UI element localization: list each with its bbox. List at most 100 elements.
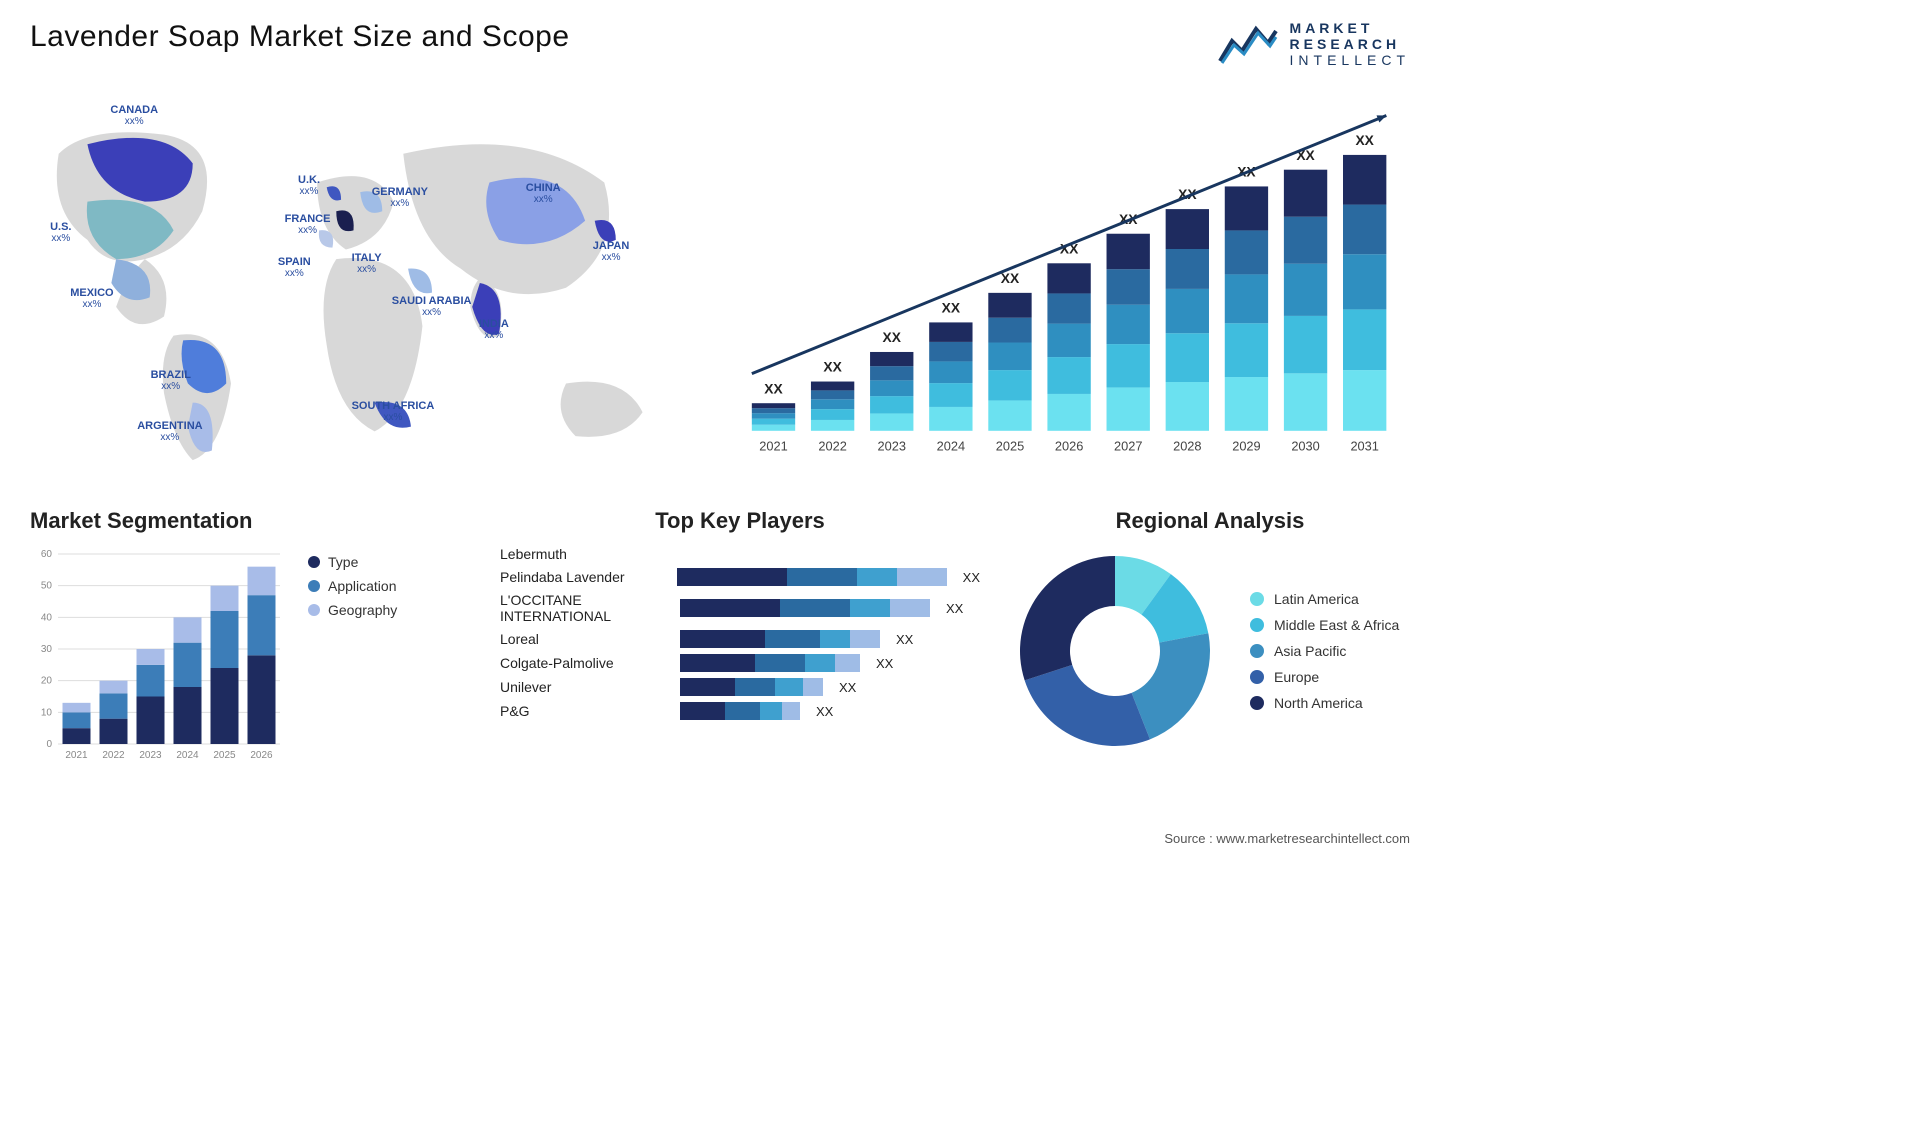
brand-logo: MARKET RESEARCH INTELLECT: [1218, 20, 1410, 68]
player-value: XX: [946, 601, 963, 616]
player-row: Lebermuth: [500, 546, 980, 562]
segmentation-panel: Market Segmentation 0 10 20 30 40 50 60 2021 202…: [30, 508, 470, 766]
legend-item: Latin America: [1250, 591, 1399, 607]
world-map-panel: CANADAxx% U.S.xx% MEXICOxx% BRAZILxx% ARGENT…: [30, 88, 700, 478]
svg-text:2026: 2026: [1055, 439, 1083, 454]
legend-item: North America: [1250, 695, 1399, 711]
key-players-title: Top Key Players: [500, 508, 980, 534]
svg-text:2023: 2023: [878, 439, 906, 454]
svg-text:50: 50: [41, 581, 53, 592]
regional-title: Regional Analysis: [1010, 508, 1410, 534]
header: Lavender Soap Market Size and Scope MARK…: [30, 20, 1410, 68]
map-label: INDIAxx%: [479, 318, 509, 341]
logo-text: MARKET RESEARCH INTELLECT: [1290, 20, 1410, 68]
legend-item: Type: [308, 554, 397, 570]
regional-panel: Regional Analysis Latin America Middle Ea…: [1010, 508, 1410, 766]
map-label: GERMANYxx%: [372, 186, 428, 209]
player-bar: [680, 599, 930, 617]
growth-chart-panel: XX2021XX2022XX2023XX2024XX2025XX2026XX20…: [740, 88, 1410, 478]
page-title: Lavender Soap Market Size and Scope: [30, 20, 570, 54]
player-bar: [680, 654, 860, 672]
svg-text:2028: 2028: [1173, 439, 1201, 454]
top-row: CANADAxx% U.S.xx% MEXICOxx% BRAZILxx% ARGENT…: [30, 88, 1410, 478]
legend-item: Middle East & Africa: [1250, 617, 1399, 633]
svg-text:XX: XX: [764, 382, 783, 397]
svg-text:2025: 2025: [996, 439, 1024, 454]
regional-donut: [1010, 546, 1220, 756]
map-label: U.K.xx%: [298, 174, 320, 197]
svg-text:XX: XX: [1001, 271, 1020, 286]
player-bar: [680, 630, 880, 648]
svg-text:2022: 2022: [818, 439, 846, 454]
svg-text:XX: XX: [942, 301, 961, 316]
player-bar: [677, 568, 947, 586]
map-label: SAUDI ARABIAxx%: [392, 295, 472, 318]
svg-text:2025: 2025: [213, 750, 236, 761]
svg-text:2027: 2027: [1114, 439, 1142, 454]
player-name: Lebermuth: [500, 546, 670, 562]
player-name: Colgate-Palmolive: [500, 655, 670, 671]
svg-text:2023: 2023: [139, 750, 162, 761]
svg-text:2024: 2024: [937, 439, 965, 454]
svg-text:0: 0: [46, 739, 52, 750]
segmentation-chart: 0 10 20 30 40 50 60 2021 2022 2023 2024 2025 2026: [30, 546, 290, 766]
svg-text:2030: 2030: [1291, 439, 1319, 454]
map-label: JAPANxx%: [593, 240, 629, 263]
key-players-list: LebermuthPelindaba LavenderXXL'OCCITANE …: [500, 546, 980, 720]
player-row: Pelindaba Lavender XX: [500, 568, 980, 586]
player-name: L'OCCITANE INTERNATIONAL: [500, 592, 670, 624]
segmentation-title: Market Segmentation: [30, 508, 470, 534]
player-value: XX: [816, 704, 833, 719]
player-name: P&G: [500, 703, 670, 719]
segmentation-legend: Type Application Geography: [308, 546, 397, 766]
svg-text:2022: 2022: [102, 750, 125, 761]
map-label: CHINAxx%: [526, 182, 561, 205]
map-label: SPAINxx%: [278, 256, 311, 279]
regional-legend: Latin America Middle East & Africa Asia Pa…: [1250, 581, 1399, 721]
map-label: BRAZILxx%: [151, 369, 191, 392]
player-name: Pelindaba Lavender: [500, 569, 667, 585]
legend-item: Application: [308, 578, 397, 594]
player-value: XX: [896, 632, 913, 647]
player-row: Unilever XX: [500, 678, 980, 696]
svg-text:20: 20: [41, 676, 53, 687]
svg-text:2026: 2026: [250, 750, 273, 761]
svg-text:XX: XX: [883, 330, 902, 345]
source-attribution: Source : www.marketresearchintellect.com: [1164, 831, 1410, 846]
logo-icon: [1218, 21, 1278, 67]
svg-text:XX: XX: [1355, 133, 1374, 148]
svg-text:60: 60: [41, 549, 53, 560]
map-label: CANADAxx%: [110, 104, 158, 127]
key-players-panel: Top Key Players Lebermuth Pelindaba Laven…: [500, 508, 980, 766]
player-name: Loreal: [500, 631, 670, 647]
map-label: ARGENTINAxx%: [137, 420, 202, 443]
map-label: FRANCExx%: [285, 213, 331, 236]
svg-text:2031: 2031: [1350, 439, 1378, 454]
svg-text:40: 40: [41, 613, 53, 624]
player-row: P&G XX: [500, 702, 980, 720]
player-bar: [680, 702, 800, 720]
map-label: SOUTH AFRICAxx%: [352, 400, 435, 423]
bottom-row: Market Segmentation 0 10 20 30 40 50 60 2021 202…: [30, 508, 1410, 766]
player-row: L'OCCITANE INTERNATIONAL XX: [500, 592, 980, 624]
svg-text:30: 30: [41, 644, 53, 655]
map-label: U.S.xx%: [50, 221, 71, 244]
svg-text:2021: 2021: [65, 750, 88, 761]
svg-text:2029: 2029: [1232, 439, 1260, 454]
player-row: Colgate-Palmolive XX: [500, 654, 980, 672]
player-bar: [680, 678, 823, 696]
legend-item: Geography: [308, 602, 397, 618]
player-row: Loreal XX: [500, 630, 980, 648]
svg-text:2024: 2024: [176, 750, 199, 761]
legend-item: Asia Pacific: [1250, 643, 1399, 659]
svg-text:XX: XX: [823, 360, 842, 375]
legend-item: Europe: [1250, 669, 1399, 685]
svg-text:10: 10: [41, 708, 53, 719]
map-label: ITALYxx%: [352, 252, 382, 275]
player-value: XX: [839, 680, 856, 695]
player-name: Unilever: [500, 679, 670, 695]
player-value: XX: [876, 656, 893, 671]
map-label: MEXICOxx%: [70, 287, 113, 310]
player-value: XX: [963, 570, 980, 585]
growth-chart: XX2021XX2022XX2023XX2024XX2025XX2026XX20…: [740, 88, 1410, 478]
